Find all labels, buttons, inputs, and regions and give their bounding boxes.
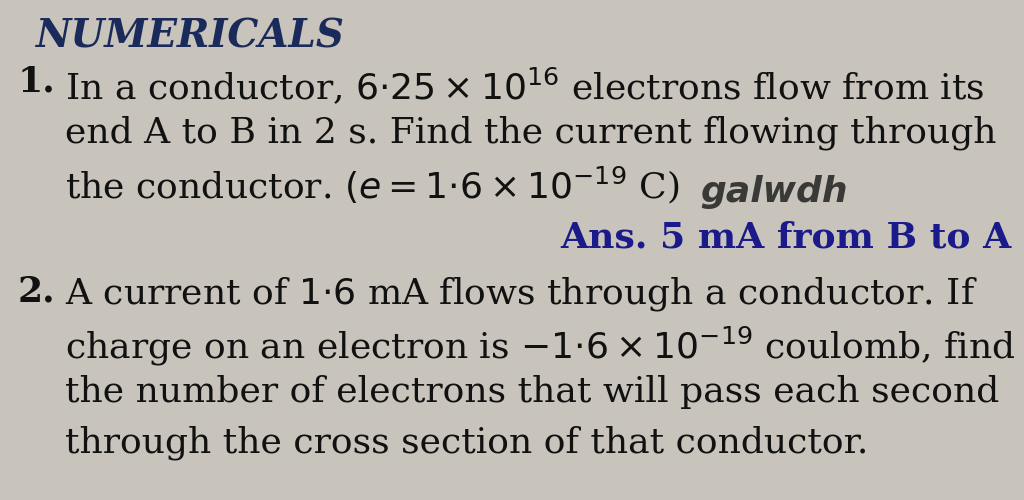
Text: galwdh: galwdh [700,175,848,209]
Text: end A to B in 2 s. Find the current flowing through: end A to B in 2 s. Find the current flow… [65,115,996,150]
Text: Ans. 5 mA from B to A: Ans. 5 mA from B to A [560,220,1012,254]
Text: the conductor. $(e = 1{\cdot}6 \times 10^{-19}$ C): the conductor. $(e = 1{\cdot}6 \times 10… [65,165,680,206]
Text: the number of electrons that will pass each second: the number of electrons that will pass e… [65,375,999,409]
Text: A current of $1{\cdot}6$ mA flows through a conductor. If: A current of $1{\cdot}6$ mA flows throug… [65,275,978,313]
Text: through the cross section of that conductor.: through the cross section of that conduc… [65,425,868,460]
Text: charge on an electron is $-1{\cdot}6 \times 10^{-19}$ coulomb, find: charge on an electron is $-1{\cdot}6 \ti… [65,325,1016,368]
Text: 1.: 1. [18,65,55,99]
Text: NUMERICALS: NUMERICALS [35,18,344,56]
Text: 2.: 2. [18,275,55,309]
Text: In a conductor, $6{\cdot}25 \times 10^{16}$ electrons flow from its: In a conductor, $6{\cdot}25 \times 10^{1… [65,65,984,106]
